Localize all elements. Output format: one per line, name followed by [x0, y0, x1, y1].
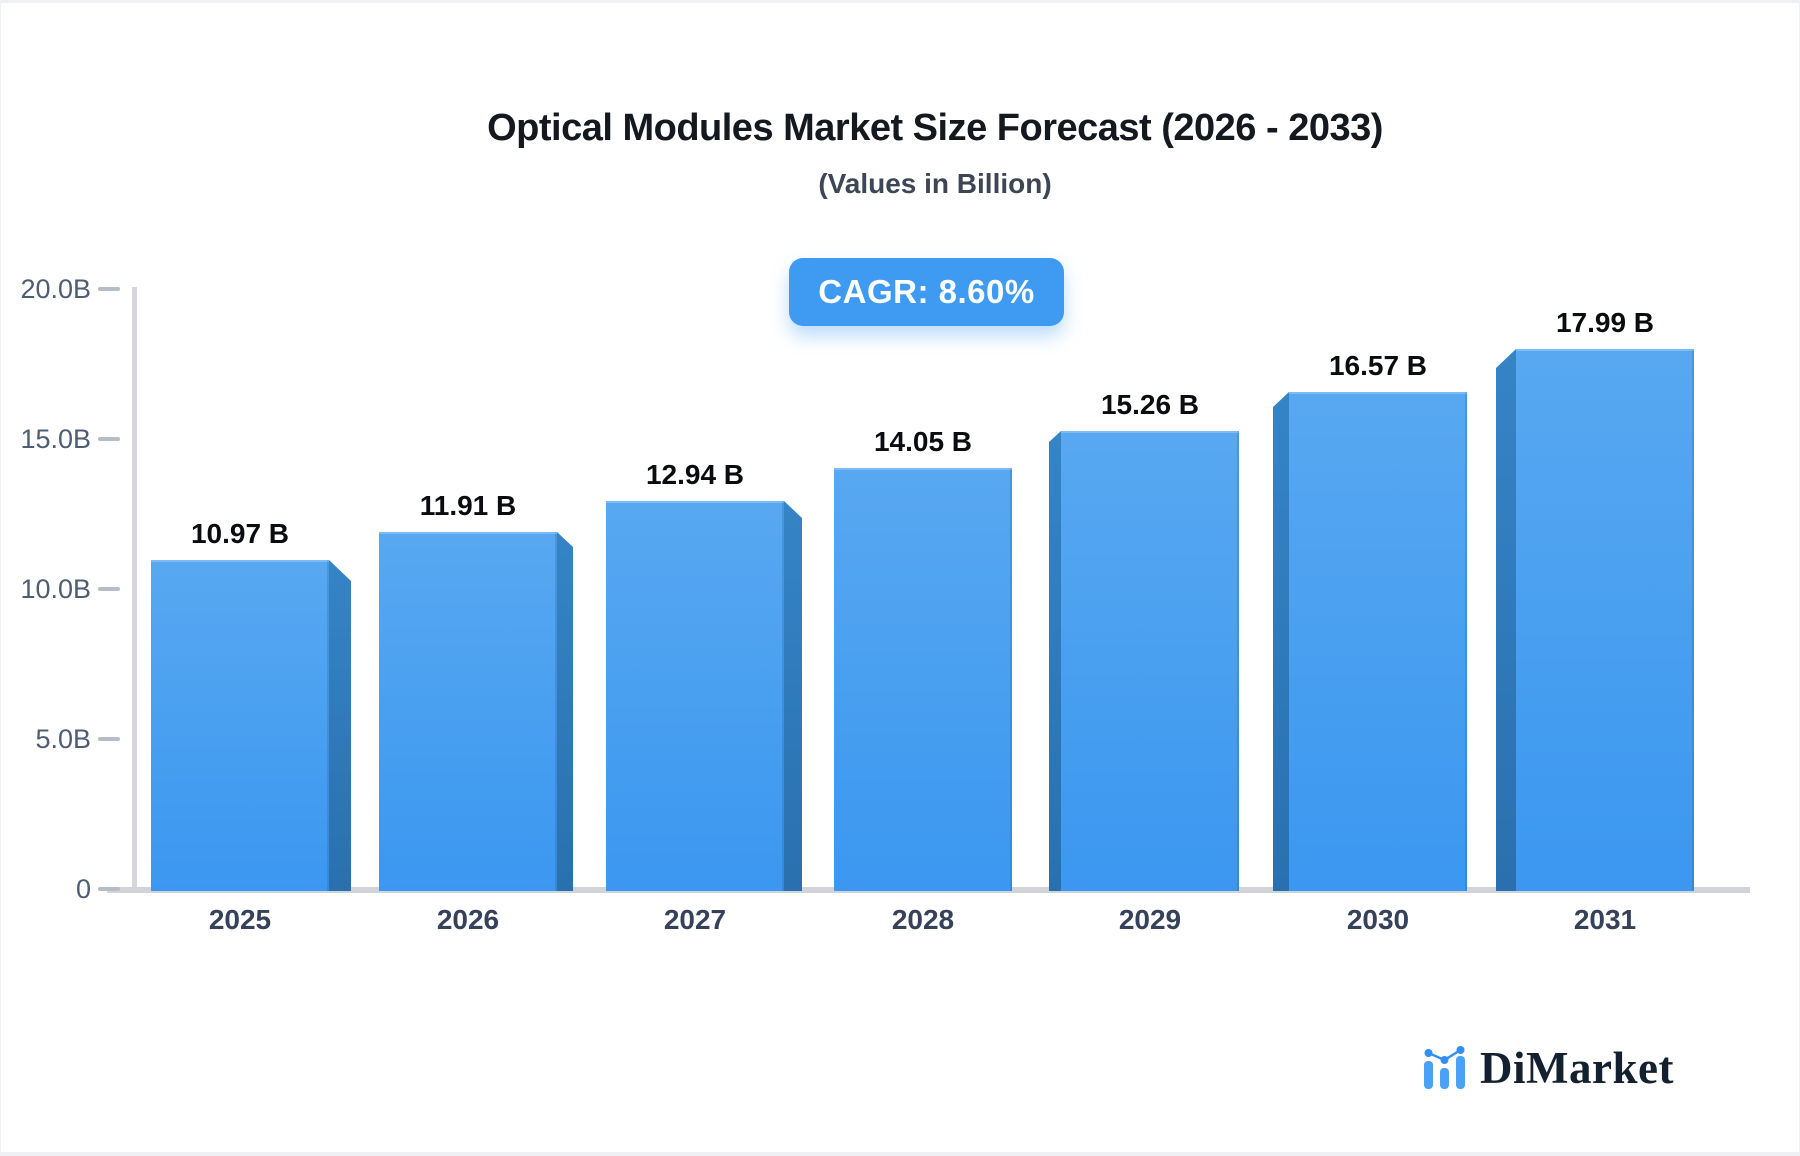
bar-3d-side-right — [557, 532, 573, 891]
plot-area: 20.0B 15.0B 10.0B 5.0B 0 10.97 B 2025 11.91 B 20… — [1, 3, 1799, 1152]
brand-name: DiMarket — [1480, 1043, 1674, 1093]
y-axis-label: 0 — [75, 874, 91, 904]
bar-2025 — [151, 560, 329, 891]
bar-3d-side-left — [1273, 392, 1289, 891]
x-axis-label: 2029 — [1118, 904, 1182, 935]
bar-3d-side-right — [784, 501, 802, 891]
y-axis-label: 15.0B — [20, 424, 91, 454]
bar-value-label: 11.91 B — [419, 490, 517, 521]
y-axis-label: 10.0B — [20, 574, 91, 604]
bar-value-label: 17.99 B — [1555, 307, 1655, 338]
cagr-badge: CAGR: 8.60% — [789, 258, 1064, 326]
y-axis-tick — [98, 587, 120, 591]
x-axis-label: 2030 — [1346, 904, 1410, 935]
bar-3d-side-left — [1049, 431, 1061, 891]
bar-value-label: 10.97 B — [190, 518, 290, 549]
bar-value-label: 16.57 B — [1328, 350, 1428, 381]
chart-card: Optical Modules Market Size Forecast (20… — [1, 3, 1799, 1152]
chart-title: Optical Modules Market Size Forecast (20… — [487, 107, 1383, 149]
bar-value-label: 12.94 B — [645, 459, 745, 490]
bar-chart-logo-icon — [1424, 1046, 1465, 1089]
y-axis-tick — [98, 287, 120, 291]
bar-2030 — [1289, 392, 1467, 891]
cagr-badge-label: CAGR: 8.60% — [818, 273, 1035, 310]
x-axis-label: 2031 — [1573, 904, 1637, 935]
bar-2029 — [1061, 431, 1239, 891]
bar-value-label: 15.26 B — [1100, 389, 1200, 420]
bar-3d-side-right — [329, 560, 351, 891]
bar-2026 — [379, 532, 557, 891]
y-axis-tick — [98, 887, 120, 891]
x-axis-label: 2027 — [663, 904, 727, 935]
y-axis-tick — [98, 437, 120, 441]
bar-2031 — [1516, 349, 1694, 891]
y-axis-label: 20.0B — [20, 274, 91, 304]
x-axis-label: 2025 — [208, 904, 272, 935]
bar-3d-side-left — [1496, 349, 1516, 891]
y-axis-line — [132, 287, 137, 889]
bar-2028 — [834, 468, 1012, 891]
y-axis-label: 5.0B — [35, 724, 91, 754]
brand-logo: DiMarket — [1421, 1043, 1674, 1093]
x-axis-label: 2028 — [891, 904, 955, 935]
bar-2027 — [606, 501, 784, 891]
chart-subtitle: (Values in Billion) — [818, 168, 1052, 199]
bar-value-label: 14.05 B — [873, 426, 973, 457]
x-axis-label: 2026 — [436, 904, 500, 935]
y-axis-tick — [98, 737, 120, 741]
